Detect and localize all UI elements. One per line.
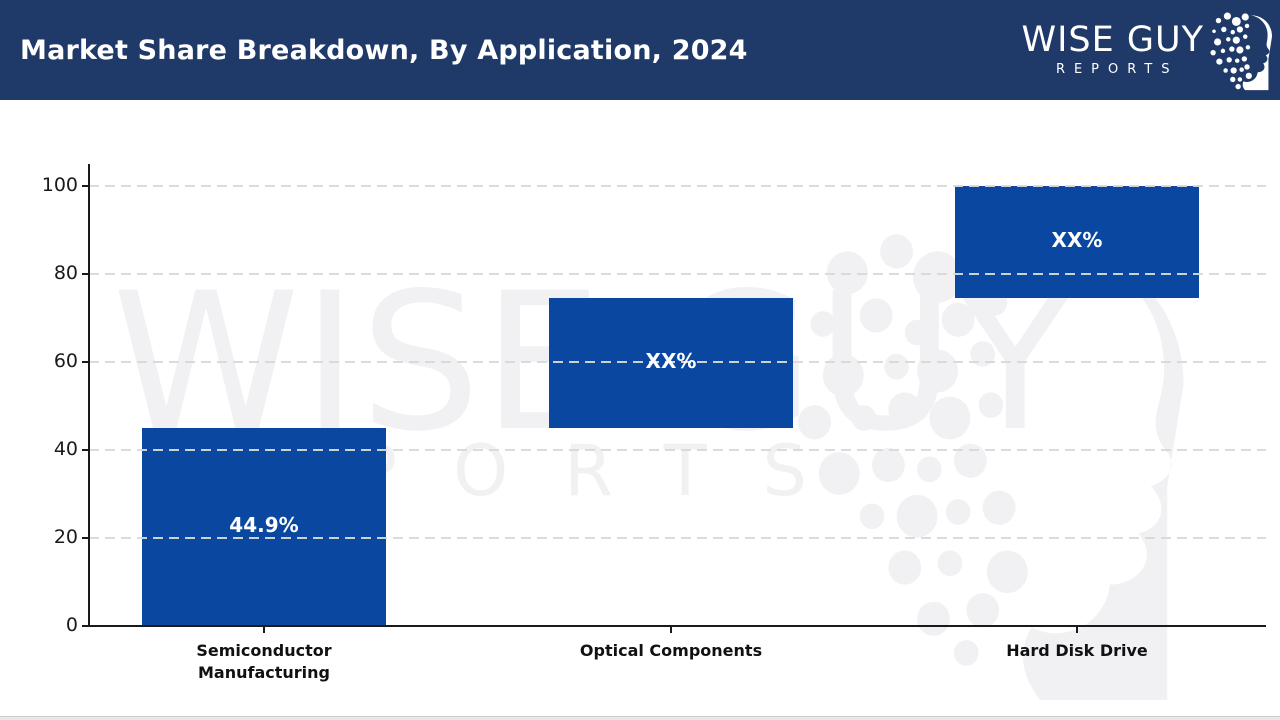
bar-3 <box>955 186 1199 299</box>
y-tick-mark <box>82 449 89 451</box>
x-tick-mark <box>670 627 672 633</box>
x-category-label: Semiconductor Manufacturing <box>196 641 332 682</box>
gridline-y-20 <box>89 537 1266 539</box>
y-tick-mark <box>82 361 89 363</box>
logo-face-icon <box>1210 12 1272 91</box>
gridline-y-80 <box>89 273 1266 275</box>
y-tick-mark <box>82 273 89 275</box>
bar-value-label: XX% <box>645 349 697 374</box>
gridline-y-40 <box>89 449 1266 451</box>
logo-wordmark: WISE GUY <box>1021 20 1204 60</box>
wise-guy-logo: WISE GUY REPORTS <box>1021 6 1272 94</box>
y-tick-label: 40 <box>53 438 78 460</box>
y-tick-label: 0 <box>65 614 78 636</box>
bottom-border <box>0 716 1280 720</box>
y-tick-label: 60 <box>53 350 78 372</box>
bar-2 <box>549 298 793 428</box>
y-tick-label: 20 <box>53 526 78 548</box>
y-tick-mark <box>82 185 89 187</box>
bar-1 <box>142 428 386 626</box>
logo-text: WISE GUY REPORTS <box>1021 20 1204 78</box>
y-tick-mark <box>82 537 89 539</box>
bar-value-label: 44.9% <box>229 513 299 538</box>
bar-value-label: XX% <box>1051 228 1103 253</box>
watermark-face-icon <box>798 234 1184 700</box>
gridline-y-100 <box>89 185 1266 187</box>
x-category-label: Hard Disk Drive <box>1006 641 1148 660</box>
header-bar: Market Share Breakdown, By Application, … <box>0 0 1280 100</box>
gridline-y-60 <box>89 361 1266 363</box>
logo-subtitle: REPORTS <box>1055 62 1179 77</box>
y-tick-label: 80 <box>53 262 78 284</box>
y-tick-mark <box>82 625 89 627</box>
x-axis-line <box>88 625 1266 627</box>
page-title: Market Share Breakdown, By Application, … <box>20 34 748 66</box>
x-category-label: Optical Components <box>579 641 763 660</box>
x-tick-mark <box>1076 627 1078 633</box>
y-axis-line <box>88 164 90 627</box>
x-tick-mark <box>263 627 265 633</box>
y-tick-label: 100 <box>41 174 78 196</box>
